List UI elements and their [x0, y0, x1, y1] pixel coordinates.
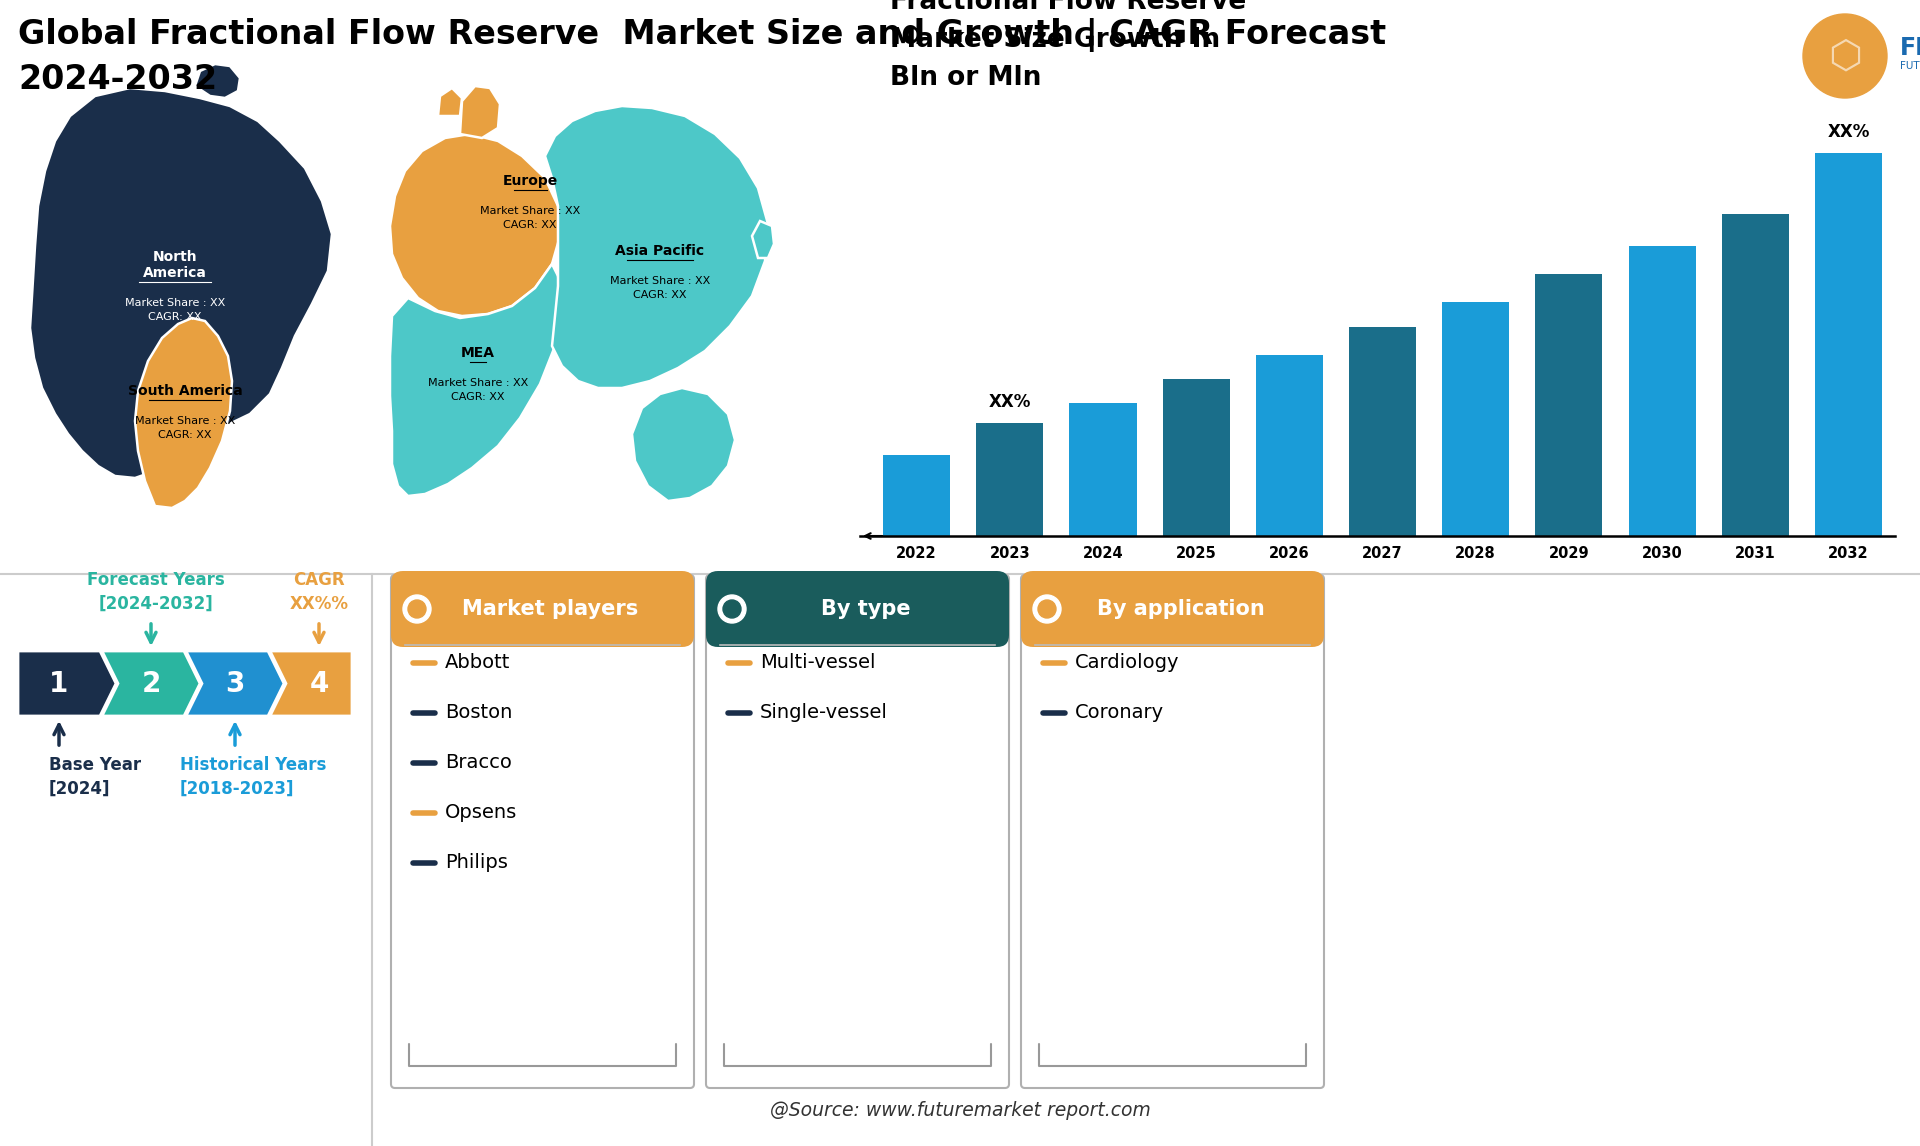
- Polygon shape: [31, 88, 332, 478]
- Circle shape: [1803, 14, 1887, 99]
- Text: Bracco: Bracco: [445, 754, 513, 772]
- Polygon shape: [438, 88, 463, 116]
- Polygon shape: [134, 317, 232, 508]
- Polygon shape: [271, 651, 351, 716]
- Text: Asia Pacific: Asia Pacific: [616, 244, 705, 258]
- FancyBboxPatch shape: [1021, 571, 1325, 647]
- Text: XX%: XX%: [1828, 124, 1870, 141]
- Bar: [883, 455, 950, 536]
- Text: 2032: 2032: [1828, 545, 1868, 562]
- Text: Opsens: Opsens: [445, 803, 516, 823]
- Circle shape: [1033, 595, 1062, 623]
- Polygon shape: [186, 651, 284, 716]
- Circle shape: [403, 595, 430, 623]
- Text: 2031: 2031: [1736, 545, 1776, 562]
- Text: Global Fractional Flow Reserve  Market Size and Growth | CAGR Forecast: Global Fractional Flow Reserve Market Si…: [17, 18, 1386, 52]
- Bar: [1350, 327, 1417, 536]
- Bar: [1628, 246, 1695, 536]
- Text: 2024: 2024: [1083, 545, 1123, 562]
- Text: 3: 3: [225, 669, 244, 698]
- Circle shape: [724, 601, 741, 618]
- Polygon shape: [390, 264, 563, 496]
- Text: Historical Years
[2018-2023]: Historical Years [2018-2023]: [180, 756, 326, 798]
- Polygon shape: [545, 105, 768, 388]
- Bar: [1069, 403, 1137, 536]
- Text: Philips: Philips: [445, 854, 509, 872]
- Text: North
America: North America: [144, 250, 207, 280]
- FancyBboxPatch shape: [392, 575, 693, 1088]
- Text: Market Share : XX
CAGR: XX: Market Share : XX CAGR: XX: [125, 298, 225, 322]
- Bar: [1164, 379, 1229, 536]
- Text: Market players: Market players: [463, 599, 639, 619]
- Text: ⬡: ⬡: [1828, 37, 1862, 74]
- Text: Market Share : XX
CAGR: XX: Market Share : XX CAGR: XX: [611, 276, 710, 299]
- Text: 2022: 2022: [897, 545, 937, 562]
- Text: Cardiology: Cardiology: [1075, 653, 1179, 673]
- Text: Abbott: Abbott: [445, 653, 511, 673]
- Text: By type: By type: [820, 599, 910, 619]
- Text: South America: South America: [127, 384, 242, 398]
- Text: Fractional Flow Reserve
Market Size Growth In
Bln or Mln: Fractional Flow Reserve Market Size Grow…: [891, 0, 1246, 91]
- Text: XX%: XX%: [989, 393, 1031, 411]
- Bar: [1442, 303, 1509, 536]
- Bar: [1536, 274, 1603, 536]
- Polygon shape: [17, 651, 115, 716]
- Bar: [1256, 355, 1323, 536]
- Polygon shape: [632, 388, 735, 501]
- Text: 2: 2: [142, 669, 161, 698]
- Text: Boston: Boston: [445, 704, 513, 722]
- Text: Market Share : XX
CAGR: XX: Market Share : XX CAGR: XX: [480, 206, 580, 229]
- Bar: [1814, 154, 1882, 536]
- Text: Market Share : XX
CAGR: XX: Market Share : XX CAGR: XX: [134, 416, 234, 440]
- Text: Single-vessel: Single-vessel: [760, 704, 887, 722]
- Polygon shape: [461, 86, 499, 138]
- Text: Forecast Years
[2024-2032]: Forecast Years [2024-2032]: [86, 572, 225, 613]
- Text: 2024-2032: 2024-2032: [17, 63, 217, 96]
- Polygon shape: [102, 651, 200, 716]
- Bar: [1722, 214, 1789, 536]
- Text: 2025: 2025: [1175, 545, 1217, 562]
- Text: 2028: 2028: [1455, 545, 1496, 562]
- Text: 2023: 2023: [989, 545, 1031, 562]
- Text: MEA: MEA: [461, 346, 495, 360]
- Circle shape: [1039, 601, 1056, 618]
- Text: Base Year
[2024]: Base Year [2024]: [50, 756, 142, 798]
- Text: 2030: 2030: [1642, 545, 1682, 562]
- FancyBboxPatch shape: [392, 571, 693, 647]
- FancyBboxPatch shape: [707, 571, 1010, 647]
- Text: 2029: 2029: [1549, 545, 1590, 562]
- Polygon shape: [753, 221, 774, 258]
- Polygon shape: [390, 134, 561, 316]
- Polygon shape: [196, 64, 240, 99]
- Text: 2027: 2027: [1361, 545, 1404, 562]
- Text: By application: By application: [1096, 599, 1265, 619]
- Text: @Source: www.futuremarket report.com: @Source: www.futuremarket report.com: [770, 1101, 1150, 1121]
- FancyBboxPatch shape: [707, 575, 1010, 1088]
- Text: 4: 4: [309, 669, 328, 698]
- Circle shape: [718, 595, 747, 623]
- Text: Multi-vessel: Multi-vessel: [760, 653, 876, 673]
- Text: 2026: 2026: [1269, 545, 1309, 562]
- Text: FMR: FMR: [1901, 36, 1920, 60]
- FancyBboxPatch shape: [1021, 575, 1325, 1088]
- Text: Market Share : XX
CAGR: XX: Market Share : XX CAGR: XX: [428, 378, 528, 401]
- Text: Coronary: Coronary: [1075, 704, 1164, 722]
- Text: Europe: Europe: [503, 174, 557, 188]
- Text: 1: 1: [50, 669, 69, 698]
- Bar: [975, 423, 1043, 536]
- Circle shape: [407, 601, 426, 618]
- Text: FUTURE MARKET REPORT: FUTURE MARKET REPORT: [1901, 61, 1920, 71]
- Text: CAGR
XX%%: CAGR XX%%: [290, 572, 349, 613]
